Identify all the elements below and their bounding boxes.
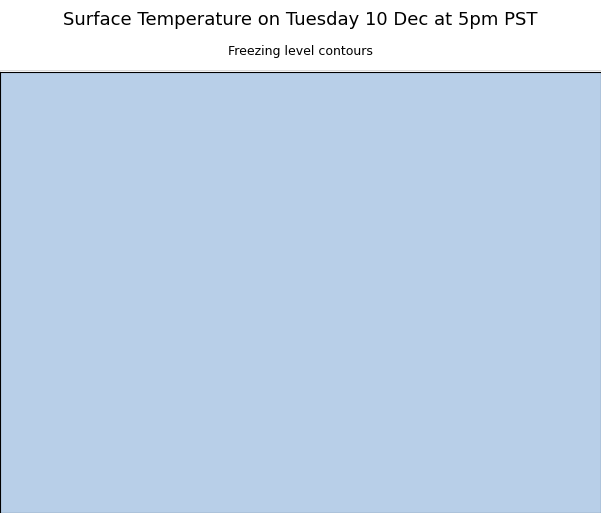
Text: Freezing level contours: Freezing level contours (228, 45, 373, 58)
Text: Surface Temperature on Tuesday 10 Dec at 5pm PST: Surface Temperature on Tuesday 10 Dec at… (63, 11, 538, 29)
